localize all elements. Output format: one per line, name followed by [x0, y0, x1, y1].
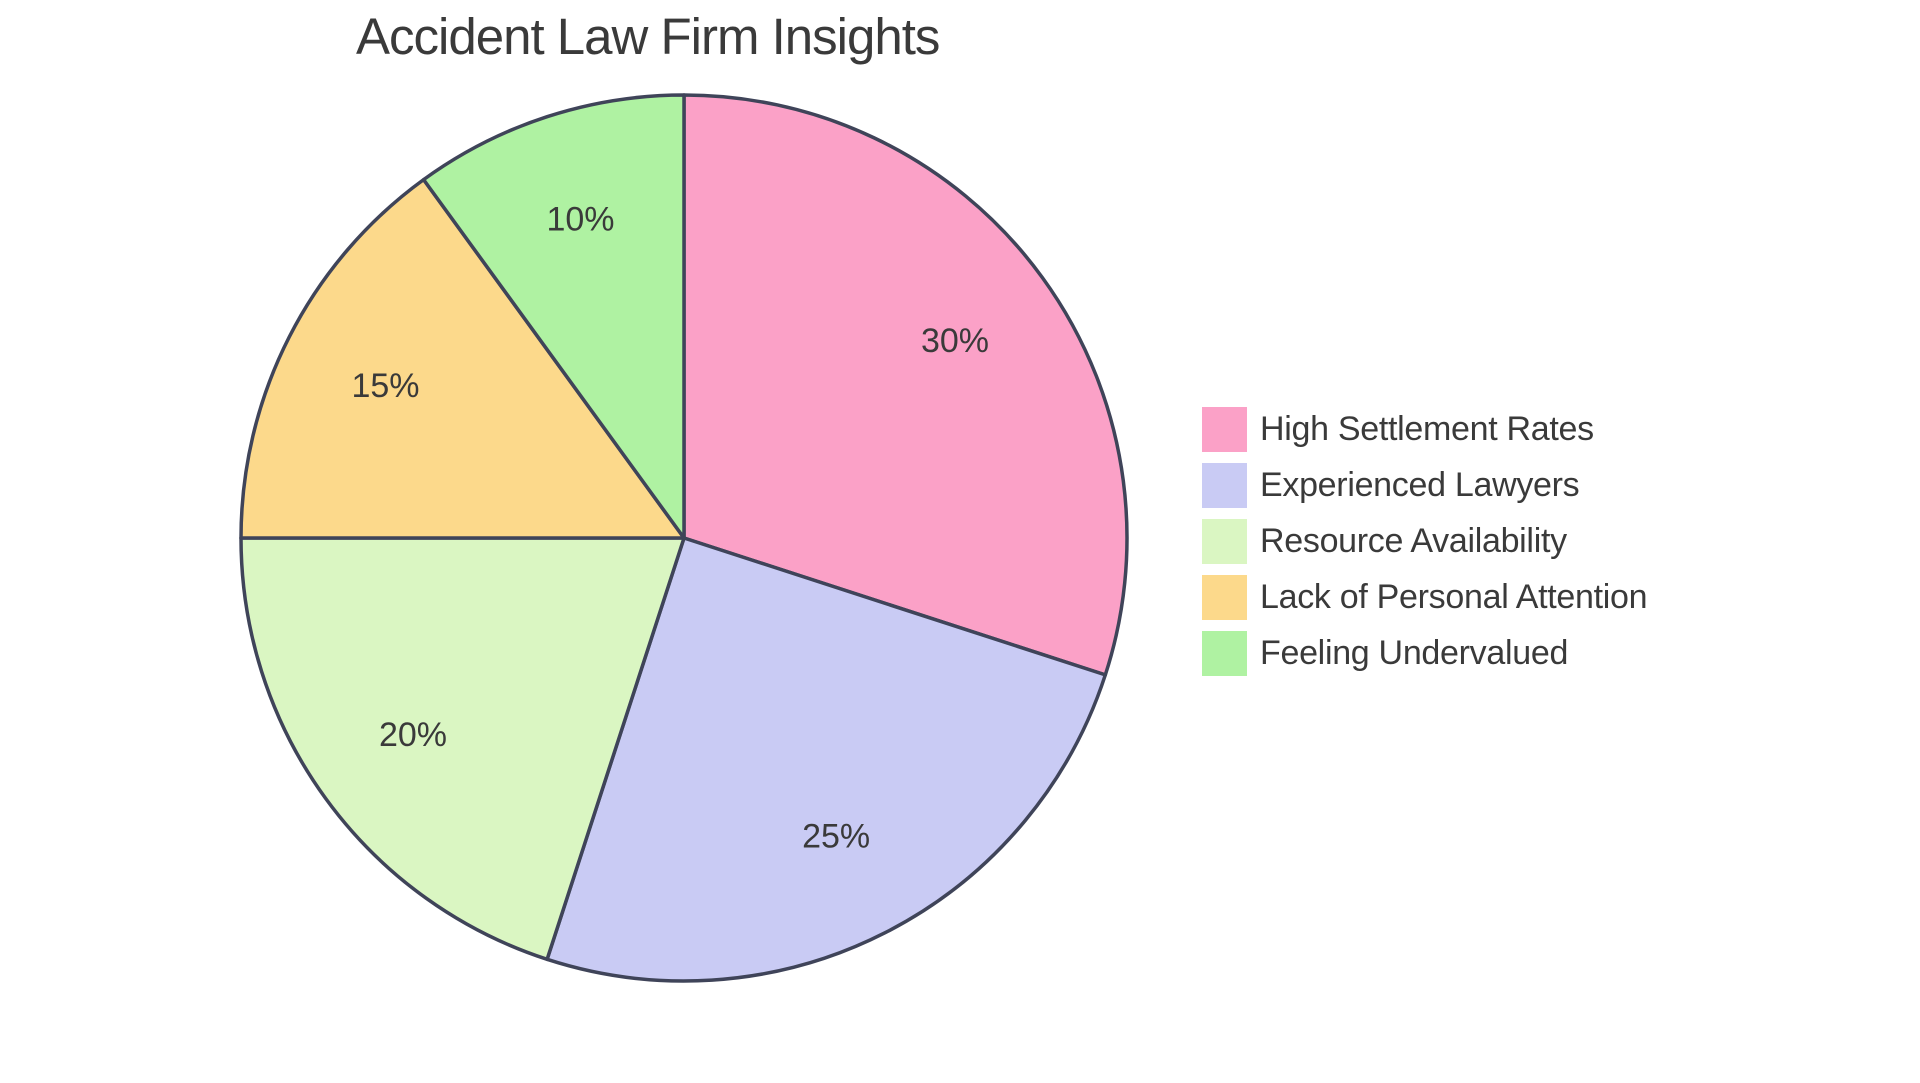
pie-slice-1	[545, 536, 1108, 983]
chart-title: Accident Law Firm Insights	[356, 8, 940, 65]
pie-slice-0	[682, 93, 1129, 677]
slice-label-4: 10%	[546, 200, 614, 238]
pie-slice-2	[239, 536, 686, 962]
legend-item: Feeling Undervalued	[1202, 631, 1647, 676]
legend-label: Experienced Lawyers	[1260, 466, 1580, 504]
legend-swatch	[1202, 463, 1247, 508]
legend-label: Lack of Personal Attention	[1260, 578, 1648, 616]
slice-label-2: 20%	[379, 716, 447, 754]
legend-swatch	[1202, 519, 1247, 564]
legend-label: Resource Availability	[1260, 522, 1567, 560]
legend: High Settlement Rates Experienced Lawyer…	[1202, 407, 1648, 676]
slice-label-1: 25%	[802, 818, 870, 856]
legend-label: Feeling Undervalued	[1260, 634, 1569, 672]
slice-label-0: 30%	[921, 322, 989, 360]
pie-slice-3	[239, 177, 686, 540]
legend-swatch	[1202, 407, 1247, 452]
legend-item: High Settlement Rates	[1202, 407, 1647, 452]
legend-swatch	[1202, 631, 1247, 676]
legend-item: Resource Availability	[1202, 519, 1647, 564]
legend-item: Experienced Lawyers	[1202, 463, 1647, 508]
legend-label: High Settlement Rates	[1260, 410, 1594, 448]
pie-slice-4	[421, 93, 686, 540]
legend-item: Lack of Personal Attention	[1202, 575, 1648, 620]
slice-label-3: 15%	[351, 367, 419, 405]
legend-swatch	[1202, 575, 1247, 620]
